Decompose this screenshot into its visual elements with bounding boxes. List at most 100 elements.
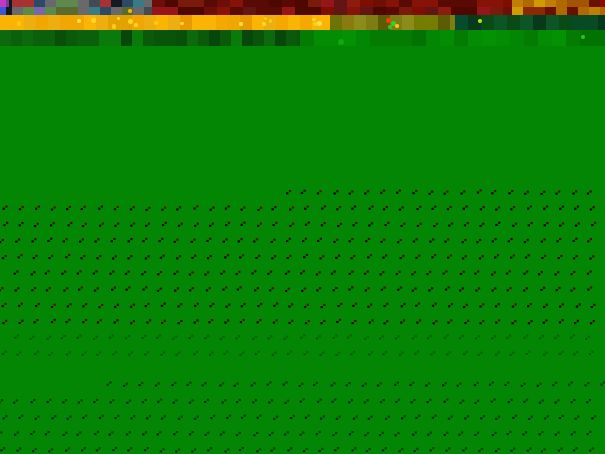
speckle-dot — [261, 21, 266, 26]
noise-block — [23, 0, 34, 8]
dash-mark — [233, 382, 239, 387]
dash-mark — [160, 302, 166, 307]
dash-mark — [31, 287, 37, 292]
dash-mark — [34, 415, 40, 420]
dash-mark — [334, 447, 340, 452]
dash-mark — [447, 254, 452, 259]
dash-mark — [235, 431, 241, 437]
dash-mark — [49, 222, 55, 227]
dash-mark — [413, 447, 419, 453]
dash-mark — [474, 270, 480, 275]
bottom-dash-block — [0, 398, 597, 453]
dash-mark — [76, 270, 82, 275]
dash-mark — [543, 303, 548, 308]
noise-block — [412, 7, 425, 15]
noise-block — [534, 7, 545, 15]
noise-block — [399, 7, 412, 15]
dash-mark — [273, 302, 279, 307]
dash-mark — [463, 222, 469, 227]
noise-block — [347, 0, 360, 8]
dash-mark — [50, 318, 56, 324]
dash-mark — [156, 287, 162, 292]
noise-block — [89, 0, 100, 8]
speckle-dot — [478, 19, 482, 23]
noise-block — [191, 0, 204, 8]
noise-block — [520, 15, 533, 30]
dash-mark — [145, 206, 151, 211]
noise-block — [559, 15, 572, 30]
dash-mark — [415, 302, 421, 307]
dash-mark — [61, 270, 67, 275]
dash-mark — [65, 351, 71, 356]
dash-mark — [285, 287, 290, 292]
dash-mark — [271, 351, 277, 356]
dash-mark — [271, 255, 277, 260]
noise-block — [295, 7, 308, 15]
dash-mark — [572, 237, 578, 242]
noise-block — [111, 0, 122, 8]
dash-mark — [298, 382, 304, 387]
dash-mark — [540, 238, 546, 243]
dash-mark — [256, 448, 262, 453]
dash-mark — [289, 222, 295, 227]
dash-mark — [224, 319, 230, 324]
noise-block — [342, 15, 354, 30]
dash-mark — [398, 351, 404, 356]
dash-mark — [204, 271, 210, 276]
dash-mark — [0, 287, 4, 292]
dash-mark — [523, 238, 529, 244]
dash-mark — [432, 320, 438, 325]
noise-block — [481, 15, 494, 30]
noise-block — [6, 0, 9, 8]
dash-mark — [35, 302, 40, 308]
dash-mark — [574, 222, 580, 227]
speckle-dot — [117, 17, 121, 21]
dash-mark — [463, 350, 468, 355]
speckle-dot — [580, 34, 586, 40]
dash-mark — [537, 271, 543, 276]
dash-mark — [363, 399, 369, 404]
dash-mark — [206, 255, 212, 260]
speckle-dot — [127, 18, 133, 24]
dash-mark — [237, 238, 243, 243]
noise-block — [34, 7, 45, 15]
dash-mark — [558, 319, 564, 324]
dash-mark — [129, 303, 135, 308]
dash-mark — [51, 415, 57, 420]
dash-mark — [65, 447, 71, 452]
partial-top-row — [286, 189, 592, 195]
noise-block — [3, 0, 6, 8]
dash-mark — [62, 238, 68, 243]
noise-block — [217, 0, 230, 8]
dash-mark — [224, 254, 230, 259]
dash-mark — [431, 205, 437, 210]
dash-mark — [66, 415, 72, 420]
dash-mark — [491, 431, 497, 437]
dash-mark — [66, 205, 71, 211]
dash-mark — [127, 238, 133, 243]
dash-mark — [527, 205, 532, 210]
dash-mark — [415, 414, 421, 419]
dash-mark — [96, 351, 102, 356]
dash-mark — [240, 206, 246, 211]
dash-mark — [445, 447, 451, 452]
dash-mark — [98, 414, 104, 419]
dash-mark — [460, 190, 466, 195]
noise-block — [100, 7, 111, 15]
dash-mark — [160, 351, 166, 356]
dash-mark — [397, 286, 403, 291]
dash-mark — [176, 255, 182, 260]
noise-block — [490, 7, 503, 15]
dash-mark — [204, 334, 210, 340]
dash-mark — [478, 255, 484, 260]
noise-block — [556, 7, 567, 15]
dash-mark — [109, 399, 115, 404]
dash-mark — [0, 447, 6, 452]
dash-mark — [336, 318, 342, 323]
noise-block — [122, 7, 133, 15]
dash-mark — [113, 205, 119, 211]
dash-mark — [44, 270, 50, 275]
dash-mark — [124, 335, 130, 340]
dash-mark — [204, 398, 210, 403]
speckle-dot — [385, 17, 391, 23]
